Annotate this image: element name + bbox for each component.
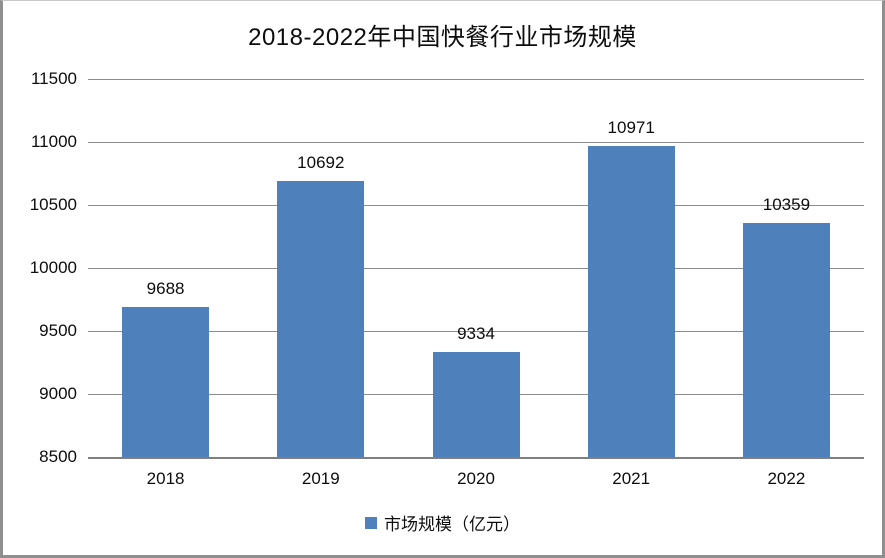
bar-2022 xyxy=(742,222,830,457)
chart-title: 2018-2022年中国快餐行业市场规模 xyxy=(248,24,637,51)
gridline xyxy=(88,331,864,332)
x-axis: 2018 2019 2020 2021 2022 xyxy=(88,469,864,493)
y-tick-label: 10500 xyxy=(29,195,77,214)
bar-2019 xyxy=(277,180,365,457)
x-tick-label: 2020 xyxy=(457,469,495,488)
bar-value-label: 9688 xyxy=(146,279,185,299)
legend: 市场规模（亿元） xyxy=(3,510,882,535)
y-tick-label: 8500 xyxy=(39,447,77,466)
gridline xyxy=(88,142,864,143)
bar-2020 xyxy=(432,351,520,457)
bar-value-label: 10971 xyxy=(607,117,655,137)
x-axis-line xyxy=(88,457,864,459)
bar-2018 xyxy=(122,307,210,457)
x-tick-label: 2021 xyxy=(612,469,651,488)
legend-label: 市场规模（亿元） xyxy=(384,515,520,534)
gridline xyxy=(88,79,864,80)
plot-area: 9688 10692 9334 10971 10359 xyxy=(88,79,864,459)
gridline xyxy=(88,268,864,269)
x-tick-label: 2022 xyxy=(767,469,806,488)
y-tick-label: 11500 xyxy=(30,69,77,88)
x-tick-label: 2018 xyxy=(146,469,185,488)
bar-2021 xyxy=(587,145,675,457)
gridline xyxy=(88,205,864,206)
bar-value-label: 9334 xyxy=(457,323,495,343)
bar-value-label: 10359 xyxy=(762,194,811,214)
y-tick-label: 9500 xyxy=(39,321,77,340)
y-tick-label: 10000 xyxy=(29,258,77,277)
y-axis: 8500 9000 9500 10000 10500 11000 11500 xyxy=(3,69,77,466)
bar-value-label: 10692 xyxy=(297,152,345,172)
legend-swatch-icon xyxy=(365,516,377,529)
x-tick-label: 2019 xyxy=(301,469,340,488)
y-tick-label: 9000 xyxy=(39,384,77,403)
y-tick-label: 11000 xyxy=(30,132,77,151)
